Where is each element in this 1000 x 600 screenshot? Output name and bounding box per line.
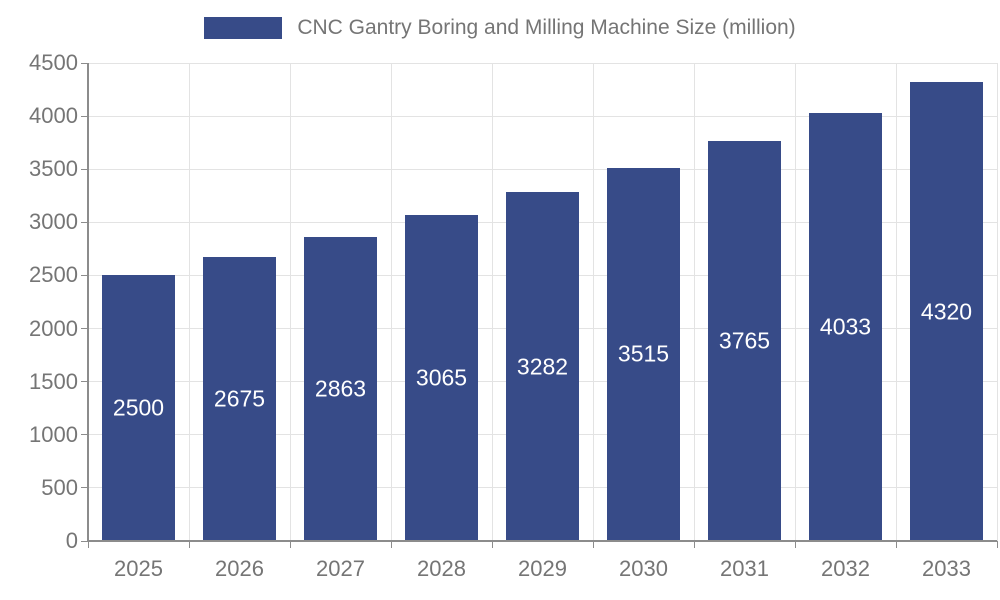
y-axis-tick — [81, 62, 88, 64]
bar-value-label: 4033 — [819, 313, 872, 340]
y-axis-tick — [81, 274, 88, 276]
x-axis-line — [88, 540, 997, 542]
bar-2030 — [607, 167, 680, 541]
legend: CNC Gantry Boring and Milling Machine Si… — [0, 16, 1000, 40]
x-axis-tick — [996, 541, 998, 548]
x-tick-label: 2026 — [215, 556, 264, 581]
x-tick-label: 2031 — [720, 556, 769, 581]
bar-2028 — [405, 215, 478, 541]
x-axis-tick — [794, 541, 796, 548]
x-tick-label: 2028 — [417, 556, 466, 581]
bar-2025 — [102, 275, 175, 541]
y-axis-line — [87, 63, 89, 542]
x-axis-tick — [87, 541, 89, 548]
bar-2031 — [708, 141, 781, 541]
x-gridline — [592, 63, 594, 541]
y-axis-tick — [81, 168, 88, 170]
y-axis-tick — [81, 115, 88, 117]
bar-value-label: 2863 — [314, 375, 367, 402]
bar-value-label: 4320 — [920, 298, 973, 325]
bar-2026 — [203, 256, 276, 541]
y-axis-tick — [81, 540, 88, 542]
x-axis-tick — [491, 541, 493, 548]
y-tick-label: 1500 — [29, 368, 78, 394]
y-tick-label: 0 — [65, 528, 78, 553]
y-tick-label: 1000 — [29, 421, 78, 447]
x-tick-label: 2032 — [821, 556, 870, 581]
y-gridline — [88, 62, 997, 64]
x-gridline — [491, 63, 493, 541]
x-gridline — [794, 63, 796, 541]
y-tick-label: 4000 — [29, 103, 78, 129]
x-tick-label: 2025 — [114, 556, 163, 581]
x-gridline — [996, 63, 998, 541]
x-tick-label: 2029 — [518, 556, 567, 581]
x-axis-tick — [289, 541, 291, 548]
bar-2032 — [809, 112, 882, 541]
x-tick-label: 2030 — [619, 556, 668, 581]
y-tick-label: 500 — [41, 474, 78, 500]
y-axis-tick — [81, 221, 88, 223]
y-tick-label: 3500 — [29, 156, 78, 182]
bar-value-label: 3065 — [415, 364, 468, 391]
bar-2027 — [304, 236, 377, 541]
y-tick-label: 2500 — [29, 262, 78, 288]
bar-value-label: 3282 — [516, 353, 569, 380]
y-tick-label: 2000 — [29, 315, 78, 341]
y-tick-label: 4500 — [29, 50, 78, 75]
y-axis-tick — [81, 487, 88, 489]
x-axis-tick — [693, 541, 695, 548]
x-tick-label: 2033 — [922, 556, 971, 581]
y-tick-label: 3000 — [29, 209, 78, 235]
x-axis-tick — [592, 541, 594, 548]
y-axis-tick — [81, 381, 88, 383]
x-tick-label: 2027 — [316, 556, 365, 581]
bar-value-label: 3765 — [718, 327, 771, 354]
x-axis-tick — [895, 541, 897, 548]
x-gridline — [289, 63, 291, 541]
bar-2033 — [910, 82, 983, 541]
bar-value-label: 2500 — [112, 394, 165, 421]
x-axis-tick — [188, 541, 190, 548]
bar-value-label: 3515 — [617, 340, 670, 367]
x-axis-tick — [390, 541, 392, 548]
bar-2029 — [506, 192, 579, 541]
x-gridline — [895, 63, 897, 541]
y-gridline — [88, 168, 997, 170]
y-gridline — [88, 115, 997, 117]
y-axis-tick — [81, 328, 88, 330]
legend-label: CNC Gantry Boring and Milling Machine Si… — [297, 16, 796, 39]
x-gridline — [693, 63, 695, 541]
x-gridline — [188, 63, 190, 541]
legend-swatch — [204, 17, 283, 39]
x-gridline — [390, 63, 392, 541]
bar-value-label: 2675 — [213, 385, 266, 412]
y-axis-tick — [81, 434, 88, 436]
